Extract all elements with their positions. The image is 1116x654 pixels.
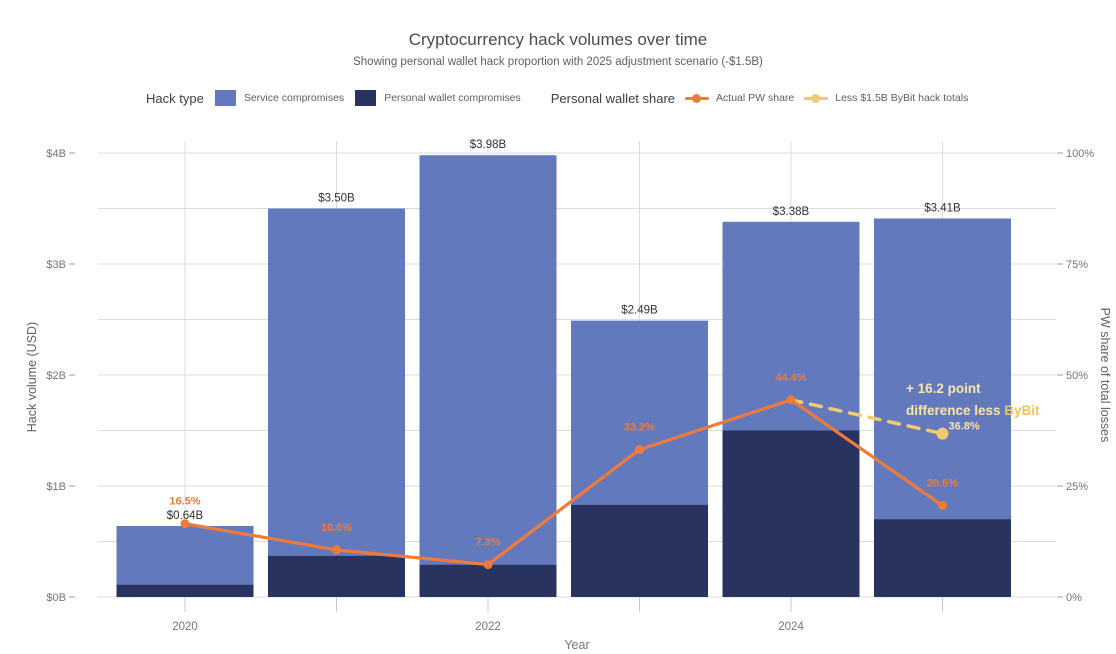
bar-personal-wallet-2020[interactable] [116, 584, 254, 597]
annotation-line1: + 16.2 point [906, 381, 981, 396]
y-axis-tick-label: $0B [46, 592, 66, 604]
annotation-line2-text: difference less [906, 403, 1004, 418]
actual-share-point-2025[interactable] [938, 501, 947, 511]
legend: Hack type Service compromises Personal w… [146, 88, 968, 108]
line-dot-marker-icon [685, 92, 710, 104]
actual-share-pct-label: 10.6% [321, 522, 352, 534]
actual-share-pct-label: 20.6% [927, 478, 958, 490]
actual-share-point-2021[interactable] [332, 545, 341, 555]
y2-axis-tick-label: 75% [1066, 259, 1088, 271]
actual-share-point-2020[interactable] [180, 519, 190, 529]
legend-item-service-compromises[interactable]: Service compromises [204, 90, 344, 106]
bar-personal-wallet-2024[interactable] [722, 430, 860, 598]
annotation-bybit-highlight: ByBit [1004, 403, 1040, 418]
legend-item-personal-wallet-compromises[interactable]: Personal wallet compromises [344, 90, 521, 106]
actual-share-pct-label: 7.3% [475, 537, 500, 549]
actual-share-point-2023[interactable] [635, 445, 644, 455]
x-axis-tick-label: 2024 [778, 621, 804, 633]
chart-title: Cryptocurrency hack volumes over time [408, 30, 708, 49]
y2-axis-title: PW share of total losses [1098, 308, 1112, 443]
bar-total-label: $3.41B [924, 202, 961, 214]
legend-item-label: Actual PW share [716, 92, 795, 104]
bar-service-2022[interactable] [419, 155, 557, 597]
y-axis-tick-label: $3B [46, 259, 66, 271]
y-axis-tick-label: $2B [46, 370, 66, 382]
actual-share-pct-label: 44.4% [775, 372, 806, 384]
chart-subtitle: Showing personal wallet hack proportion … [353, 56, 763, 68]
adjusted-share-point[interactable] [936, 427, 949, 440]
x-axis-title: Year [564, 638, 589, 652]
x-axis-tick-label: 2022 [475, 621, 501, 633]
bar-personal-wallet-2023[interactable] [571, 504, 708, 597]
legend-item-label: Service compromises [243, 92, 345, 104]
actual-share-pct-label: 16.5% [169, 496, 200, 508]
legend-item-label: Personal wallet compromises [384, 92, 521, 104]
service-compromises-swatch [214, 90, 236, 106]
bar-total-label: $3.50B [318, 193, 355, 205]
legend-item-label: Less $1.5B ByBit hack totals [835, 92, 969, 104]
line-dot-marker-icon [804, 92, 829, 104]
bar-personal-wallet-2021[interactable] [268, 555, 405, 597]
y2-axis-tick-label: 100% [1066, 148, 1094, 160]
y2-axis-tick-label: 25% [1066, 481, 1088, 493]
bar-personal-wallet-2022[interactable] [419, 564, 557, 597]
actual-share-point-2024[interactable] [786, 395, 796, 405]
bar-total-label: $3.98B [470, 139, 507, 151]
legend-title-hack-type: Hack type [146, 90, 204, 106]
actual-share-point-2022[interactable] [483, 560, 493, 570]
bar-total-label: $0.64B [167, 510, 204, 522]
bar-service-2021[interactable] [268, 208, 405, 598]
bar-total-label: $2.49B [621, 305, 658, 317]
legend-item-less-bybit[interactable]: Less $1.5B ByBit hack totals [794, 92, 968, 104]
adjusted-share-line[interactable] [789, 398, 945, 436]
y2-axis-tick-label: 50% [1066, 370, 1088, 382]
actual-share-pct-label: 33.2% [624, 422, 655, 434]
legend-item-actual-pw-share[interactable]: Actual PW share [675, 92, 794, 104]
bar-total-label: $3.38B [773, 206, 810, 218]
annotation-line2: difference less ByBit [906, 403, 1040, 418]
bar-personal-wallet-2025[interactable] [874, 519, 1011, 597]
x-axis-tick-label: 2020 [172, 621, 198, 633]
adjusted-share-label: 36.8% [949, 421, 980, 433]
actual-share-line[interactable] [184, 398, 944, 567]
personal-wallet-compromises-swatch [355, 90, 377, 106]
y-axis-title: Hack volume (USD) [25, 322, 39, 432]
y2-axis-tick-label: 0% [1066, 592, 1082, 604]
y-axis-tick-label: $1B [46, 481, 66, 493]
y-axis-tick-label: $4B [46, 148, 66, 160]
legend-title-pw-share: Personal wallet share [550, 90, 676, 106]
